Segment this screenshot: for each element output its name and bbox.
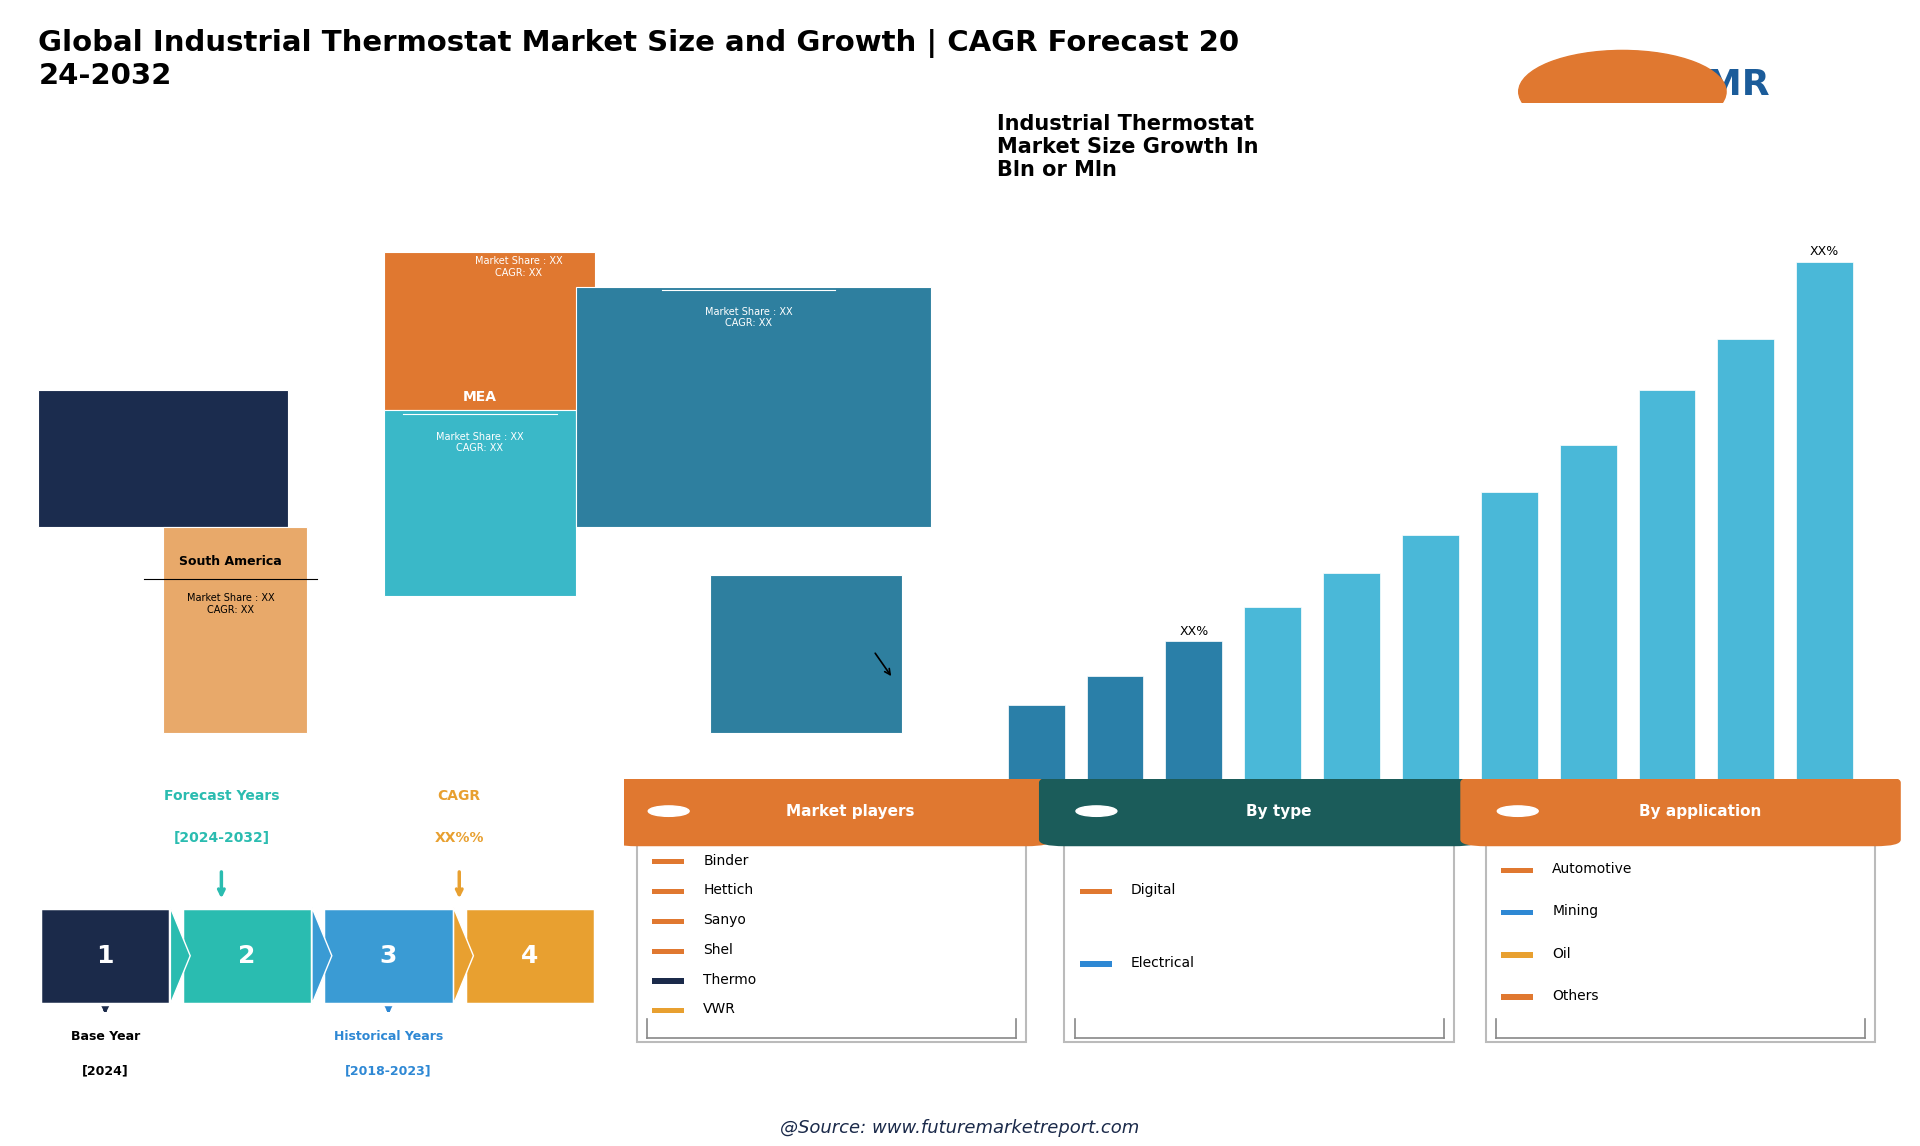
Bar bbox=[1718, 338, 1774, 791]
Text: Electrical: Electrical bbox=[1131, 956, 1194, 970]
Text: Market Share : XX
CAGR: XX: Market Share : XX CAGR: XX bbox=[148, 355, 236, 376]
FancyBboxPatch shape bbox=[653, 949, 684, 953]
Bar bbox=[576, 286, 931, 527]
Bar bbox=[384, 410, 576, 596]
Text: Thermo: Thermo bbox=[703, 973, 756, 987]
Polygon shape bbox=[453, 908, 474, 1004]
Text: 3: 3 bbox=[380, 944, 397, 967]
Polygon shape bbox=[313, 908, 332, 1004]
FancyBboxPatch shape bbox=[1501, 995, 1532, 999]
Text: Historical Years: Historical Years bbox=[334, 1029, 444, 1043]
Text: XX%: XX% bbox=[1811, 245, 1839, 258]
Bar bbox=[163, 527, 307, 733]
Text: FMR: FMR bbox=[1682, 68, 1770, 102]
Text: Market Share : XX
CAGR: XX: Market Share : XX CAGR: XX bbox=[705, 307, 793, 328]
FancyBboxPatch shape bbox=[1079, 961, 1112, 966]
Text: [2024-2032]: [2024-2032] bbox=[173, 831, 269, 845]
Text: 2: 2 bbox=[238, 944, 255, 967]
FancyBboxPatch shape bbox=[653, 919, 684, 924]
FancyBboxPatch shape bbox=[182, 908, 313, 1004]
Text: Sanyo: Sanyo bbox=[703, 913, 747, 927]
Text: Europe: Europe bbox=[492, 218, 545, 231]
Text: Market Share : XX
CAGR: XX: Market Share : XX CAGR: XX bbox=[436, 432, 524, 454]
FancyBboxPatch shape bbox=[653, 1008, 684, 1013]
Text: [2018-2023]: [2018-2023] bbox=[346, 1065, 432, 1078]
FancyBboxPatch shape bbox=[1501, 952, 1532, 958]
Circle shape bbox=[1498, 806, 1538, 816]
Text: South America: South America bbox=[179, 555, 282, 568]
Text: FUTURE MARKET REPORT: FUTURE MARKET REPORT bbox=[1672, 135, 1780, 144]
FancyBboxPatch shape bbox=[465, 908, 595, 1004]
Text: @Source: www.futuremarketreport.com: @Source: www.futuremarketreport.com bbox=[780, 1118, 1140, 1137]
Text: Oil: Oil bbox=[1551, 947, 1571, 960]
Text: MEA: MEA bbox=[463, 390, 497, 403]
Text: XX%%: XX%% bbox=[434, 831, 484, 845]
Bar bbox=[1797, 261, 1853, 791]
Text: Forecast Years: Forecast Years bbox=[163, 788, 278, 803]
Polygon shape bbox=[171, 908, 190, 1004]
Text: XX%: XX% bbox=[1179, 625, 1208, 637]
Bar bbox=[1402, 535, 1459, 791]
Bar bbox=[384, 252, 595, 410]
Circle shape bbox=[649, 806, 689, 816]
Text: By type: By type bbox=[1246, 803, 1311, 818]
Circle shape bbox=[1075, 806, 1117, 816]
FancyBboxPatch shape bbox=[323, 908, 453, 1004]
Text: Market players: Market players bbox=[787, 803, 916, 818]
Text: Shel: Shel bbox=[703, 943, 733, 957]
FancyBboxPatch shape bbox=[611, 776, 1052, 846]
Bar bbox=[1323, 573, 1380, 791]
Text: Market Share : XX
CAGR: XX: Market Share : XX CAGR: XX bbox=[474, 257, 563, 278]
FancyBboxPatch shape bbox=[1064, 840, 1453, 1042]
Text: North
America: North America bbox=[157, 298, 227, 330]
Bar bbox=[1480, 492, 1538, 791]
Text: Asia Pacific: Asia Pacific bbox=[705, 266, 793, 280]
Text: Industrial Thermostat
Market Size Growth In
Bln or Mln: Industrial Thermostat Market Size Growth… bbox=[996, 113, 1258, 180]
Circle shape bbox=[1519, 50, 1726, 133]
Bar bbox=[1244, 607, 1302, 791]
Bar bbox=[1559, 446, 1617, 791]
Bar bbox=[1165, 642, 1223, 791]
FancyBboxPatch shape bbox=[40, 908, 171, 1004]
Text: Base Year: Base Year bbox=[71, 1029, 140, 1043]
Text: Mining: Mining bbox=[1551, 904, 1597, 918]
Text: [2024]: [2024] bbox=[83, 1065, 129, 1078]
Text: CAGR: CAGR bbox=[438, 788, 480, 803]
FancyBboxPatch shape bbox=[1501, 868, 1532, 873]
Text: Hettich: Hettich bbox=[703, 884, 753, 897]
Text: Others: Others bbox=[1551, 989, 1599, 1003]
Text: Digital: Digital bbox=[1131, 884, 1177, 897]
Text: Global Industrial Thermostat Market Size and Growth | CAGR Forecast 20
24-2032: Global Industrial Thermostat Market Size… bbox=[38, 29, 1240, 91]
Text: 4: 4 bbox=[522, 944, 540, 967]
Bar bbox=[1008, 706, 1064, 791]
FancyBboxPatch shape bbox=[1486, 840, 1876, 1042]
Bar bbox=[38, 390, 288, 527]
Text: Market Share : XX
CAGR: XX: Market Share : XX CAGR: XX bbox=[186, 594, 275, 615]
FancyBboxPatch shape bbox=[653, 979, 684, 983]
Text: Binder: Binder bbox=[703, 854, 749, 868]
Bar bbox=[710, 575, 902, 733]
Text: 1: 1 bbox=[96, 944, 113, 967]
FancyBboxPatch shape bbox=[1501, 910, 1532, 916]
FancyBboxPatch shape bbox=[1039, 776, 1480, 846]
FancyBboxPatch shape bbox=[1079, 889, 1112, 894]
FancyBboxPatch shape bbox=[1461, 776, 1901, 846]
Bar bbox=[1087, 676, 1144, 791]
FancyBboxPatch shape bbox=[637, 840, 1025, 1042]
Text: Automotive: Automotive bbox=[1551, 862, 1632, 877]
Text: By application: By application bbox=[1638, 803, 1761, 818]
Bar bbox=[1638, 390, 1695, 791]
FancyBboxPatch shape bbox=[653, 860, 684, 864]
FancyBboxPatch shape bbox=[653, 889, 684, 894]
Text: VWR: VWR bbox=[703, 1003, 735, 1017]
